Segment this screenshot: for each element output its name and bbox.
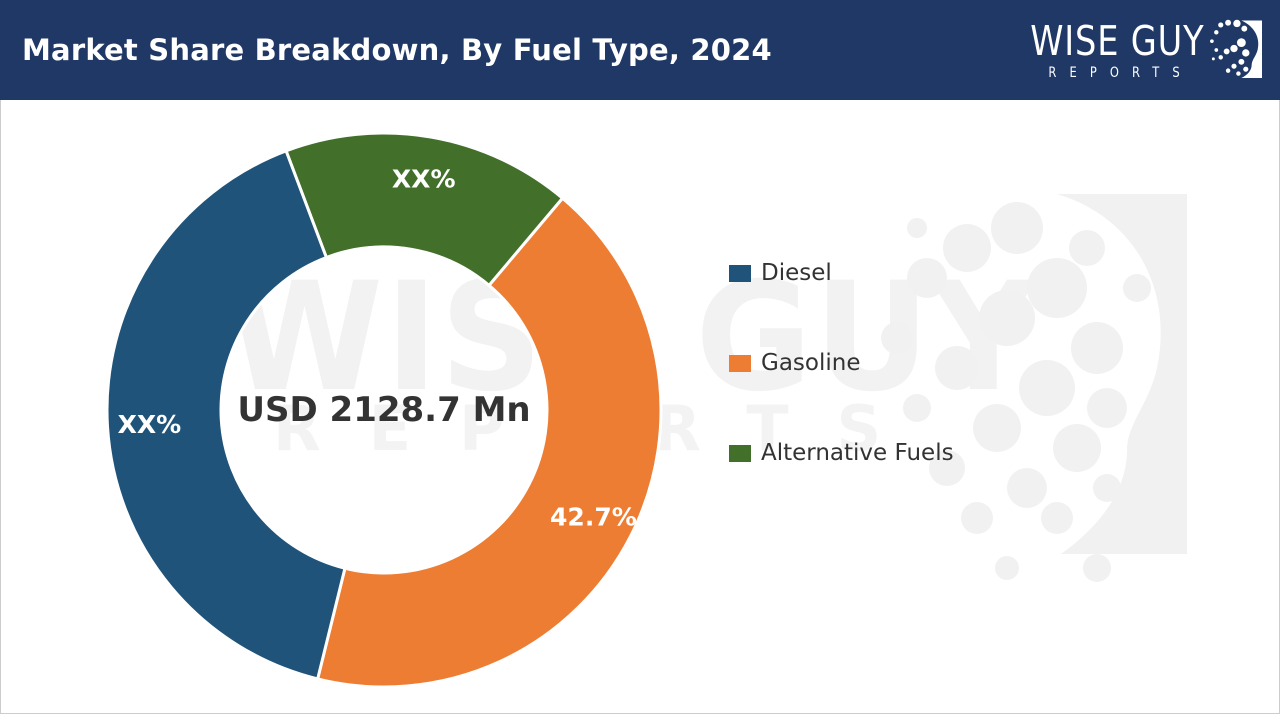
legend-label: Diesel: [761, 260, 832, 286]
wiseguy-face-logo-icon: [1210, 19, 1262, 79]
legend-swatch-gasoline: [729, 354, 751, 372]
donut-segment-diesel: [105, 148, 347, 681]
legend-label: Gasoline: [761, 350, 861, 376]
chart-area: WISE GUY REPORTS XX%42.7%XX% USD 2128: [0, 100, 1280, 714]
legend-item-alternative-fuels: Alternative Fuels: [729, 439, 954, 467]
logo-wordmark: WISE GUY: [1029, 16, 1204, 65]
donut-chart: XX% 42.7% XX% USD 2128.7 Mn: [105, 131, 663, 689]
legend-item-gasoline: Gasoline: [729, 349, 954, 377]
donut-center-value: USD 2128.7 Mn: [237, 390, 530, 430]
wiseguy-logo: WISE GUY REPORTS: [992, 12, 1262, 88]
legend-item-diesel: Diesel: [729, 259, 954, 287]
legend: Diesel Gasoline Alternative Fuels: [729, 259, 954, 529]
legend-swatch-diesel: [729, 264, 751, 282]
legend-swatch-alternative-fuels: [729, 444, 751, 462]
legend-label: Alternative Fuels: [761, 440, 954, 466]
page-title: Market Share Breakdown, By Fuel Type, 20…: [22, 33, 772, 67]
donut-segment-gasoline: [315, 196, 663, 689]
logo-text: WISE GUY REPORTS: [1029, 16, 1204, 81]
logo-subtext: REPORTS: [1047, 64, 1193, 81]
donut-segment-alternative-fuels: [284, 131, 565, 288]
slice-label-alternative-fuels: XX%: [392, 164, 456, 193]
slice-label-gasoline: 42.7%: [550, 503, 637, 532]
donut-segments: XX% 42.7% XX%: [105, 131, 663, 689]
header-bar: Market Share Breakdown, By Fuel Type, 20…: [0, 0, 1280, 100]
slice-label-diesel: XX%: [118, 410, 182, 439]
